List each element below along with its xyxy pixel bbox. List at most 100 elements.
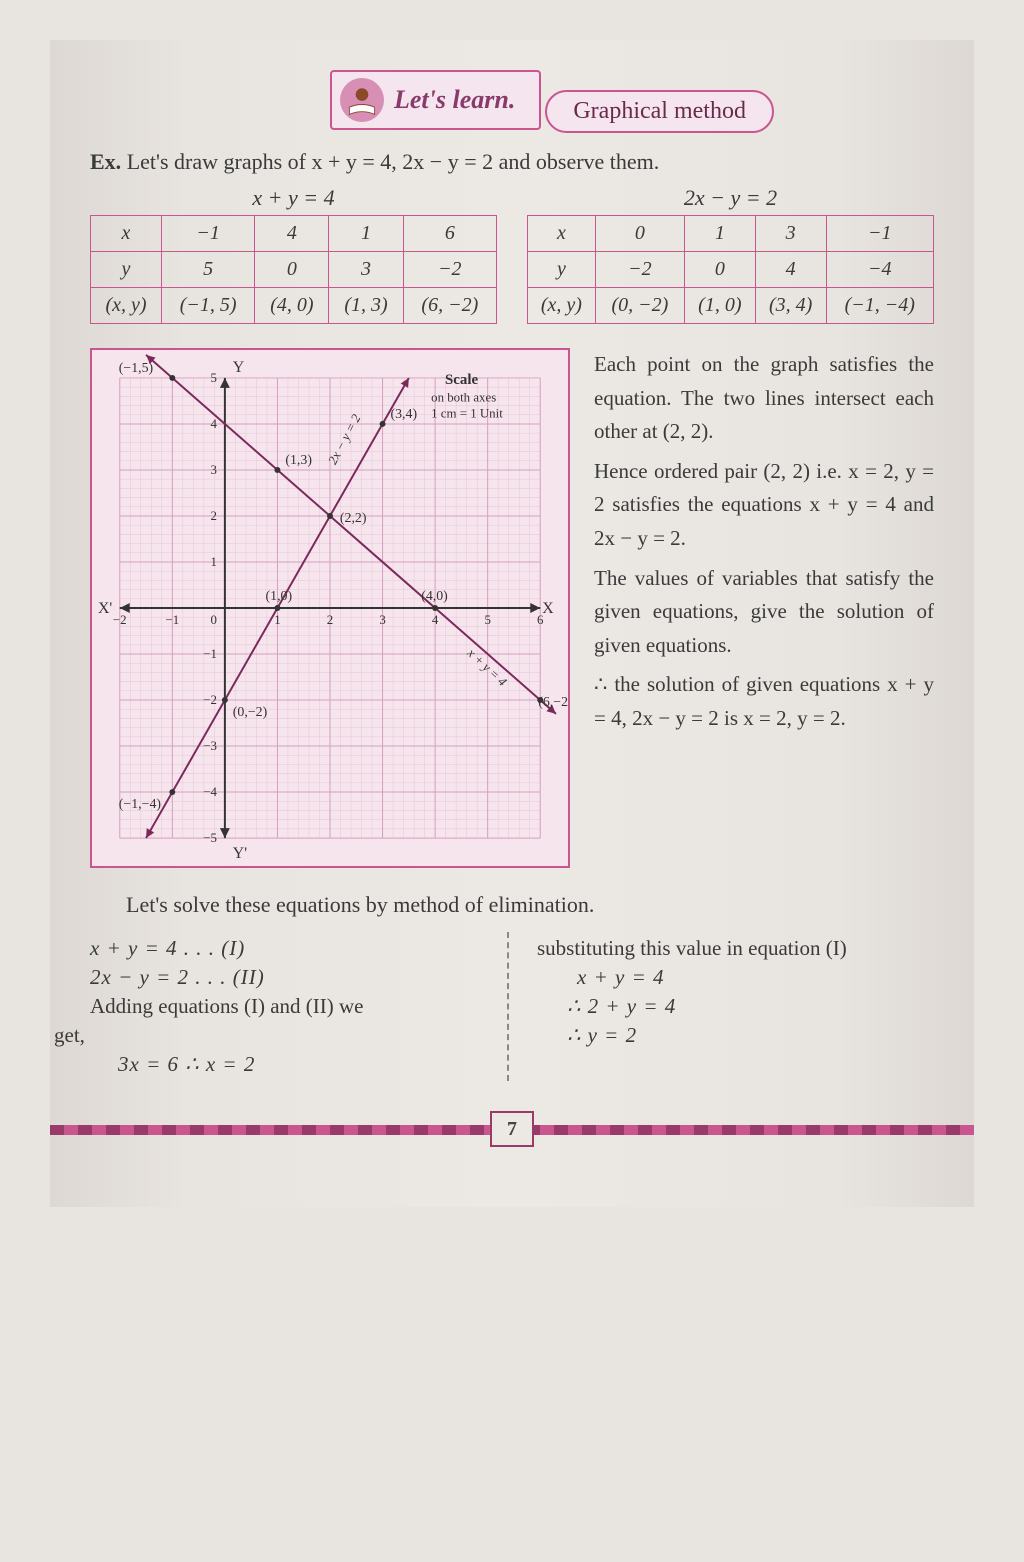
table2-wrap: 2x − y = 2 x 0 1 3 −1 y −2 0 4 −4 (x, <box>527 185 934 324</box>
elim-left: x + y = 4 . . . (I) 2x − y = 2 . . . (II… <box>90 932 509 1081</box>
graph-and-explain: −2−1123456−5−4−3−2−1123450XX'YY'(−1,5)(1… <box>90 348 934 868</box>
table1-wrap: x + y = 4 x −1 4 1 6 y 5 0 3 −2 (x, y) <box>90 185 497 324</box>
svg-text:on both axes: on both axes <box>431 391 496 405</box>
graph-svg: −2−1123456−5−4−3−2−1123450XX'YY'(−1,5)(1… <box>92 350 568 866</box>
explain-p2: Hence ordered pair (2, 2) i.e. x = 2, y … <box>594 455 934 556</box>
cell: (1, 0) <box>684 288 755 324</box>
elim-l: Adding equations (I) and (II) we <box>90 994 487 1019</box>
svg-text:(3,4): (3,4) <box>390 407 417 422</box>
svg-text:(1,3): (1,3) <box>285 453 312 468</box>
cell: 1 <box>329 216 403 252</box>
svg-text:X': X' <box>98 600 112 617</box>
ex-prefix: Ex. <box>90 149 121 174</box>
svg-text:Scale: Scale <box>445 372 478 388</box>
reading-icon <box>340 78 384 122</box>
cell: 0 <box>255 252 329 288</box>
svg-text:5: 5 <box>211 371 217 385</box>
cell: −1 <box>161 216 254 252</box>
cell: y <box>528 252 596 288</box>
cell: 4 <box>255 216 329 252</box>
ex-text: Let's draw graphs of x + y = 4, 2x − y =… <box>127 149 660 174</box>
svg-text:2x − y = 2: 2x − y = 2 <box>326 412 364 467</box>
cell: −4 <box>826 252 933 288</box>
table2-caption: 2x − y = 2 <box>527 185 934 211</box>
svg-text:4: 4 <box>211 417 218 431</box>
svg-text:5: 5 <box>484 613 490 627</box>
svg-text:−2: −2 <box>113 613 127 627</box>
svg-text:2: 2 <box>211 509 217 523</box>
cell: −1 <box>826 216 933 252</box>
elim-r: ∴ y = 2 <box>567 1023 934 1048</box>
cell: (x, y) <box>91 288 162 324</box>
svg-text:3: 3 <box>379 613 385 627</box>
cell: 6 <box>403 216 496 252</box>
table1-caption: x + y = 4 <box>90 185 497 211</box>
cell: x <box>528 216 596 252</box>
svg-text:1: 1 <box>211 555 217 569</box>
svg-text:4: 4 <box>432 613 439 627</box>
cell: 0 <box>595 216 684 252</box>
svg-text:−3: −3 <box>203 739 217 753</box>
explain-p3: The values of variables that satisfy the… <box>594 562 934 663</box>
svg-text:−1: −1 <box>165 613 179 627</box>
cell: y <box>91 252 162 288</box>
elim-r: substituting this value in equation (I) <box>537 936 934 961</box>
cell: (x, y) <box>528 288 596 324</box>
cell: 4 <box>755 252 826 288</box>
example-statement: Ex. Let's draw graphs of x + y = 4, 2x −… <box>90 149 934 175</box>
svg-text:(4,0): (4,0) <box>421 589 448 604</box>
lets-learn-badge: Let's learn. <box>330 70 541 130</box>
svg-text:(2,2): (2,2) <box>340 511 367 526</box>
method-pill: Graphical method <box>545 90 774 133</box>
table-row: y 5 0 3 −2 <box>91 252 497 288</box>
elim-r: ∴ 2 + y = 4 <box>567 994 934 1019</box>
table-row: x 0 1 3 −1 <box>528 216 934 252</box>
cell: −2 <box>403 252 496 288</box>
table-row: x −1 4 1 6 <box>91 216 497 252</box>
svg-text:(1,0): (1,0) <box>266 589 293 604</box>
svg-text:X: X <box>542 600 554 617</box>
table2: x 0 1 3 −1 y −2 0 4 −4 (x, y) (0, −2) (1… <box>527 215 934 324</box>
explain-p4: ∴ the solution of given equations x + y … <box>594 668 934 735</box>
svg-text:(−1,−4): (−1,−4) <box>119 797 162 812</box>
svg-text:Y: Y <box>233 359 245 376</box>
cell: x <box>91 216 162 252</box>
explain-p1: Each point on the graph satisfies the eq… <box>594 348 934 449</box>
elim-l: get, <box>54 1023 487 1048</box>
elimination-columns: x + y = 4 . . . (I) 2x − y = 2 . . . (II… <box>90 932 934 1081</box>
svg-text:(−1,5): (−1,5) <box>119 361 154 376</box>
elim-r: x + y = 4 <box>577 965 934 990</box>
textbook-page: Let's learn. Graphical method Ex. Let's … <box>50 40 974 1207</box>
graph: −2−1123456−5−4−3−2−1123450XX'YY'(−1,5)(1… <box>90 348 570 868</box>
svg-text:−5: −5 <box>203 831 217 845</box>
cell: −2 <box>595 252 684 288</box>
cell: (−1, −4) <box>826 288 933 324</box>
explanation: Each point on the graph satisfies the eq… <box>594 348 934 868</box>
elim-right: substituting this value in equation (I) … <box>509 932 934 1081</box>
tables-row: x + y = 4 x −1 4 1 6 y 5 0 3 −2 (x, y) <box>90 185 934 324</box>
svg-text:(0,−2): (0,−2) <box>233 705 268 720</box>
cell: 0 <box>684 252 755 288</box>
lets-learn-label: Let's learn. <box>394 85 515 115</box>
svg-text:(6,−2): (6,−2) <box>538 695 568 710</box>
cell: 5 <box>161 252 254 288</box>
cell: (6, −2) <box>403 288 496 324</box>
page-footer: 7 <box>90 1111 934 1147</box>
table-row: y −2 0 4 −4 <box>528 252 934 288</box>
svg-text:0: 0 <box>211 613 217 627</box>
cell: (3, 4) <box>755 288 826 324</box>
svg-text:−1: −1 <box>203 647 217 661</box>
cell: 3 <box>329 252 403 288</box>
svg-text:−2: −2 <box>203 693 217 707</box>
cell: 1 <box>684 216 755 252</box>
table-row: (x, y) (−1, 5) (4, 0) (1, 3) (6, −2) <box>91 288 497 324</box>
elimination-header: Let's solve these equations by method of… <box>126 892 934 918</box>
svg-text:2: 2 <box>327 613 333 627</box>
table-row: (x, y) (0, −2) (1, 0) (3, 4) (−1, −4) <box>528 288 934 324</box>
cell: (−1, 5) <box>161 288 254 324</box>
svg-text:Y': Y' <box>233 845 247 862</box>
svg-text:1: 1 <box>274 613 280 627</box>
page-number: 7 <box>490 1111 534 1147</box>
svg-text:3: 3 <box>211 463 217 477</box>
cell: (1, 3) <box>329 288 403 324</box>
